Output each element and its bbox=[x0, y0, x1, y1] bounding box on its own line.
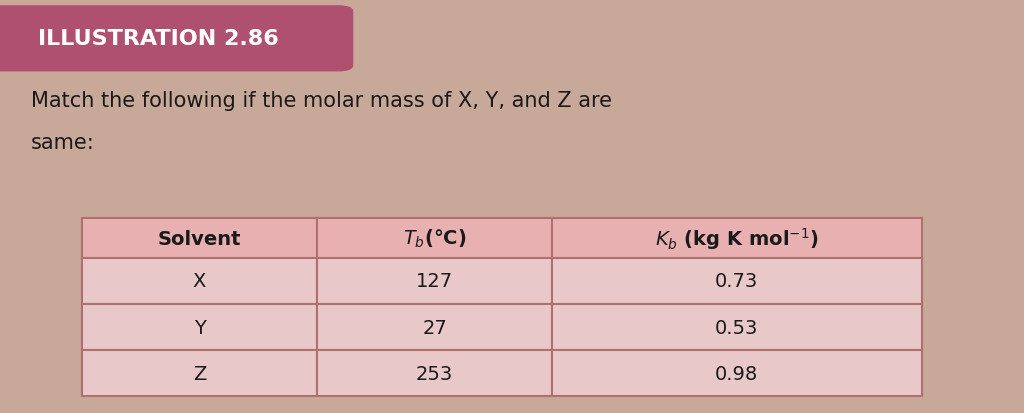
Bar bbox=[317, 258, 552, 304]
Bar bbox=[317, 350, 552, 396]
Bar bbox=[552, 219, 922, 258]
Bar bbox=[552, 350, 922, 396]
Text: same:: same: bbox=[31, 133, 94, 152]
Bar bbox=[82, 304, 317, 350]
Bar bbox=[317, 219, 552, 258]
Text: 0.73: 0.73 bbox=[715, 272, 759, 290]
Bar bbox=[552, 304, 922, 350]
Text: $T_b$(°C): $T_b$(°C) bbox=[402, 227, 466, 249]
Text: 253: 253 bbox=[416, 364, 454, 383]
Text: 127: 127 bbox=[416, 272, 454, 290]
FancyBboxPatch shape bbox=[0, 6, 353, 72]
Text: Y: Y bbox=[194, 318, 206, 337]
Text: 0.53: 0.53 bbox=[715, 318, 759, 337]
Text: ILLUSTRATION 2.86: ILLUSTRATION 2.86 bbox=[38, 29, 280, 49]
Text: Z: Z bbox=[193, 364, 206, 383]
Bar bbox=[82, 258, 317, 304]
Text: 0.98: 0.98 bbox=[715, 364, 759, 383]
Text: Match the following if the molar mass of X, Y, and Z are: Match the following if the molar mass of… bbox=[31, 91, 611, 111]
Bar bbox=[552, 258, 922, 304]
Text: X: X bbox=[193, 272, 206, 290]
Bar bbox=[82, 350, 317, 396]
Text: $K_b$ (kg K mol$^{-1}$): $K_b$ (kg K mol$^{-1}$) bbox=[655, 225, 819, 252]
Text: 27: 27 bbox=[422, 318, 446, 337]
Bar bbox=[82, 219, 317, 258]
Bar bbox=[317, 304, 552, 350]
Text: Solvent: Solvent bbox=[158, 229, 242, 248]
